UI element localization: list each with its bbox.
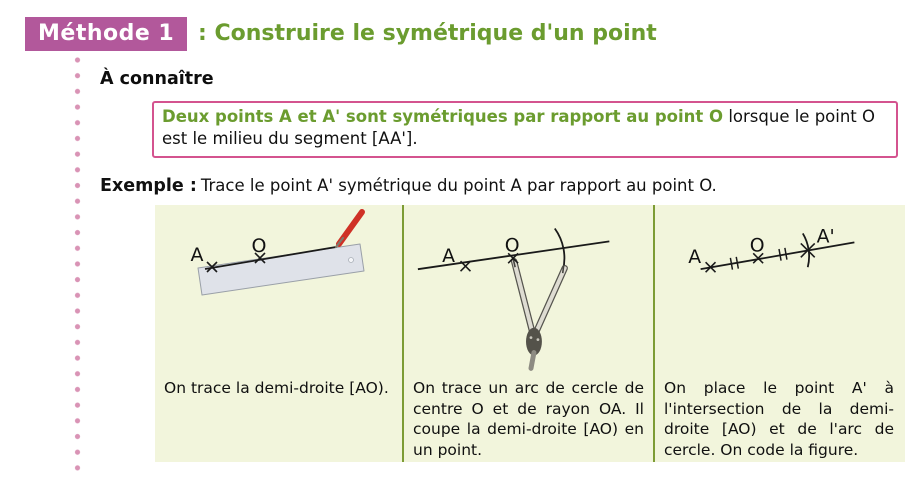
step-3-column: A O A' On place le point A' à l'intersec… [653, 205, 903, 462]
example-label: Exemple : [100, 176, 197, 196]
method-badge: Méthode 1 [25, 17, 188, 51]
step-2-caption: On trace un arc de cercle de centre O et… [413, 379, 644, 459]
compass [510, 258, 568, 371]
compass-pencil-tip [561, 265, 565, 274]
label-A: A [442, 246, 455, 267]
ruler [197, 243, 365, 296]
compass-needle [512, 258, 516, 268]
label-O: O [750, 235, 765, 256]
coding-ticks-OA-prime [778, 247, 788, 261]
label-O: O [252, 235, 267, 257]
pencil-tip [334, 236, 345, 249]
label-A: A [688, 247, 701, 268]
point-O-mark [254, 252, 266, 264]
definition-box: Deux points A et A' sont symétriques par… [152, 101, 898, 158]
point-A-mark [705, 261, 717, 273]
point-A-mark [206, 261, 218, 273]
point-O-mark [507, 252, 519, 264]
step-1-figure-ruler-drawing: A O [191, 209, 365, 296]
point-A-mark [459, 260, 472, 272]
half-line-AO [417, 240, 610, 271]
definition-rest: lorsque le point O est le milieu du segm… [162, 107, 876, 149]
step-1-column: A O On trace la demi-droite [AO). [155, 205, 402, 462]
point-O-mark [752, 252, 764, 264]
step-3-figure-coded: A O A' [688, 226, 855, 273]
example-line: Exemple : Trace le point A' symétrique du… [100, 176, 717, 196]
example-text: Trace le point A' symétrique du point A … [200, 176, 717, 195]
page-title: : Construire le symétrique d'un point [198, 21, 657, 46]
half-line-AOA [700, 241, 855, 271]
steps-panel: A O On trace la demi-droite [AO). [155, 205, 905, 462]
coding-ticks-AO [729, 256, 740, 270]
label-A: A [191, 244, 204, 266]
step-2-figure-compass-arc: A O [417, 227, 610, 371]
point-A-prime-mark [800, 242, 816, 258]
dotted-margin-line [74, 56, 81, 478]
know-heading: À connaître [100, 69, 214, 89]
compass-handle [528, 350, 537, 371]
ruler-hole [348, 257, 354, 263]
label-O: O [505, 235, 520, 256]
label-A-prime: A' [817, 226, 835, 247]
half-line-AO [204, 246, 337, 270]
definition-highlight: Deux points A et A' sont symétriques par… [162, 107, 724, 126]
compass-grip [526, 327, 542, 356]
step-1-caption: On trace la demi-droite [AO). [164, 379, 389, 397]
step-2-column: A O On trace un arc de cercle de centre … [402, 205, 653, 462]
step-3-caption: On place le point A' à l'intersection de… [664, 379, 894, 459]
